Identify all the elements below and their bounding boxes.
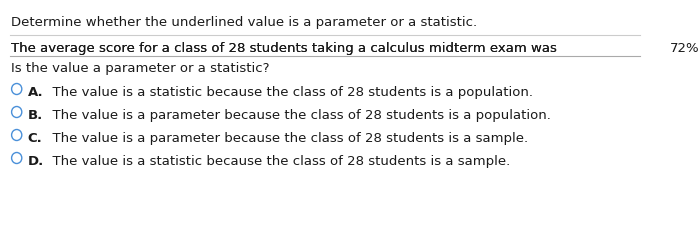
Text: Is the value a parameter or a statistic?: Is the value a parameter or a statistic? (11, 62, 270, 75)
Text: The value is a parameter because the class of 28 students is a sample.: The value is a parameter because the cla… (43, 132, 528, 145)
Text: B.: B. (28, 109, 43, 122)
Text: The average score for a class of 28 students taking a calculus midterm exam was: The average score for a class of 28 stud… (11, 42, 561, 55)
Text: Determine whether the underlined value is a parameter or a statistic.: Determine whether the underlined value i… (11, 16, 477, 29)
Text: D.: D. (28, 155, 44, 168)
Text: The average score for a class of 28 students taking a calculus midterm exam was: The average score for a class of 28 stud… (11, 42, 561, 55)
Text: A.: A. (28, 86, 43, 99)
Text: The value is a statistic because the class of 28 students is a population.: The value is a statistic because the cla… (43, 86, 533, 99)
Text: C.: C. (28, 132, 43, 145)
Text: 72%: 72% (670, 42, 699, 55)
Text: The value is a parameter because the class of 28 students is a population.: The value is a parameter because the cla… (43, 109, 550, 122)
Text: The value is a statistic because the class of 28 students is a sample.: The value is a statistic because the cla… (43, 155, 510, 168)
